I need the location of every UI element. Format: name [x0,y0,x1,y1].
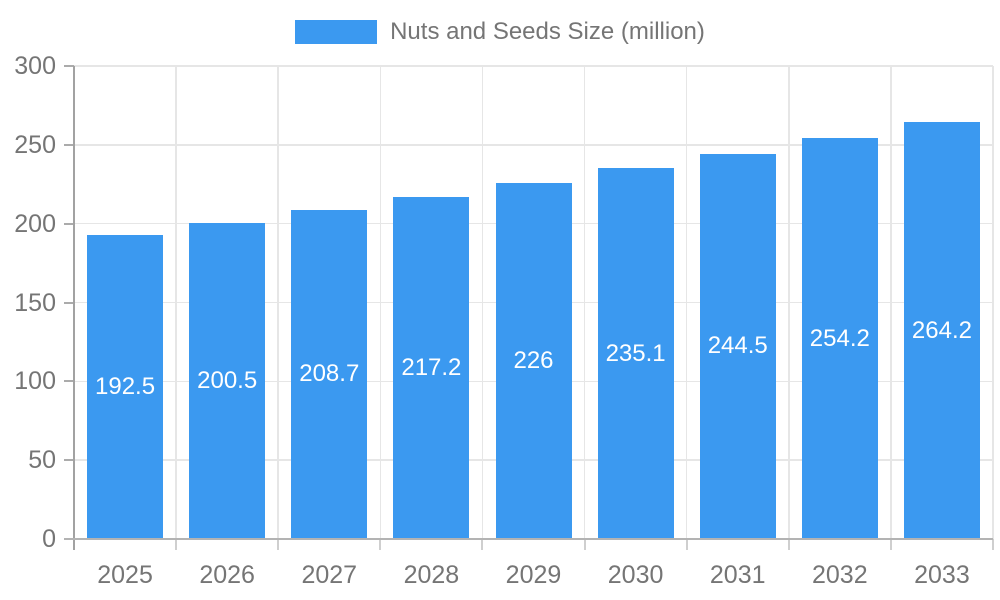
x-axis-tick-label: 2026 [199,561,255,589]
grid-line-vertical [379,66,382,539]
grid-line-vertical [788,66,790,539]
bar: 226 [495,182,572,539]
y-axis-tick-label: 50 [28,446,56,475]
x-axis-tick [481,539,484,550]
bar: 200.5 [189,222,266,539]
grid-line-vertical [583,66,586,539]
grid-line-vertical [481,66,484,539]
bar-value-label: 264.2 [911,316,972,344]
grid-line-vertical [992,66,994,539]
x-axis-tick-label: 2028 [403,561,460,589]
grid-line-vertical [890,66,892,539]
grid-line-vertical [277,66,279,539]
y-axis-tick [64,143,74,146]
x-axis-tick [379,539,382,550]
y-axis-tick [64,65,74,67]
plot-area: 192.5 200.5 208.7 217.2 226 235.1 244.5 254.2 26… [64,65,994,550]
x-axis-tick [787,539,790,550]
y-axis-line [73,66,75,550]
y-axis-tick [64,222,74,225]
bar-value-label: 235.1 [605,339,666,367]
x-axis-tick-label: 2032 [812,561,868,589]
grid-line-vertical [175,66,177,539]
bar: 217.2 [393,196,470,539]
x-axis-tick [889,539,892,550]
bar: 244.5 [699,153,776,539]
bar: 192.5 [87,235,164,539]
y-axis-tick [64,459,74,462]
legend: Nuts and Seeds Size (million) [0,18,1000,46]
x-axis-tick-label: 2033 [914,561,970,589]
legend-swatch [295,20,378,44]
grid-line-horizontal [74,65,993,67]
y-axis-tick-label: 150 [14,288,56,317]
y-axis-tick-label: 300 [14,52,56,80]
bar-value-label: 200.5 [197,366,258,394]
bar: 254.2 [801,138,878,539]
grid-line-horizontal [74,144,993,146]
bar-value-label: 217.2 [401,353,462,381]
y-axis-tick-label: 250 [14,130,56,159]
x-axis-tick-label: 2025 [97,561,153,589]
x-axis-tick [992,539,994,550]
legend-label: Nuts and Seeds Size (million) [390,18,705,45]
x-axis-tick [277,539,280,550]
bar-value-label: 192.5 [95,373,156,401]
x-axis-tick-label: 2027 [301,561,358,589]
bar-value-label: 254.2 [809,324,870,352]
grid-line-vertical [685,66,688,539]
bar: 264.2 [903,122,980,539]
bar: 208.7 [291,209,368,539]
bar: 235.1 [597,168,674,539]
x-axis-tick [583,539,586,550]
x-axis-tick-label: 2031 [709,561,766,589]
x-axis-line [64,537,993,541]
x-axis-tick [685,539,688,550]
bar-value-label: 244.5 [707,332,768,360]
x-axis-tick-label: 2029 [505,561,562,589]
y-axis-tick [64,380,74,383]
x-axis-tick [175,539,178,550]
x-axis-tick-label: 2030 [607,561,664,589]
y-axis-tick-label: 200 [14,209,56,238]
y-axis-tick [64,301,74,304]
bar-value-label: 226 [513,346,554,374]
bar-value-label: 208.7 [299,360,360,388]
y-axis-tick-label: 0 [42,525,56,553]
y-axis-tick-label: 100 [14,367,56,396]
